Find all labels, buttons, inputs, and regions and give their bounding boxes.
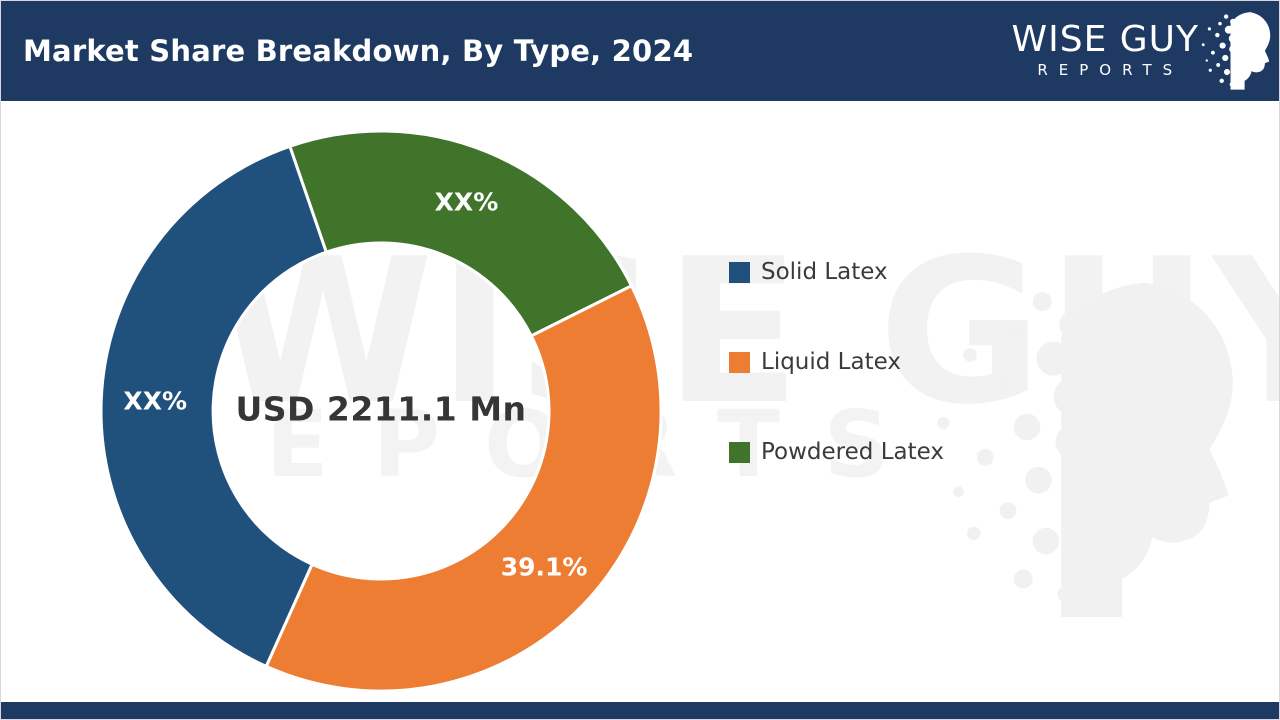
legend-label: Powdered Latex	[761, 439, 944, 465]
page-title: Market Share Breakdown, By Type, 2024	[23, 34, 694, 68]
logo-wordmark: WISE GUY REPORTS	[1012, 21, 1200, 79]
segment-label-liquid-latex: 39.1%	[500, 552, 588, 582]
header-bar: Market Share Breakdown, By Type, 2024 WI…	[1, 1, 1279, 101]
logo-wordmark-line2: REPORTS	[1037, 60, 1184, 79]
legend-item-solid-latex: Solid Latex	[729, 259, 944, 285]
donut-segment-solid-latex	[99, 144, 328, 668]
legend-swatch-liquid-latex	[729, 351, 750, 373]
logo-face-icon	[1201, 12, 1271, 90]
legend-item-liquid-latex: Liquid Latex	[729, 349, 944, 375]
segment-label-solid-latex: XX%	[123, 386, 188, 416]
donut-segment-liquid-latex	[264, 284, 663, 693]
legend-item-powdered-latex: Powdered Latex	[729, 439, 944, 465]
logo-wordmark-line1: WISE GUY	[1011, 19, 1199, 60]
legend-swatch-powdered-latex	[729, 441, 750, 463]
legend-label: Solid Latex	[761, 259, 888, 285]
legend: Solid Latex Liquid Latex Powdered Latex	[729, 259, 944, 531]
legend-swatch-solid-latex	[729, 261, 750, 283]
center-value: USD 2211.1 Mn	[235, 389, 527, 429]
donut-segment-powdered-latex	[288, 129, 633, 338]
segment-label-powdered-latex: XX%	[434, 187, 499, 217]
footer-bar	[1, 702, 1279, 719]
legend-label: Liquid Latex	[761, 349, 901, 375]
brand-logo: WISE GUY REPORTS	[1012, 5, 1271, 99]
